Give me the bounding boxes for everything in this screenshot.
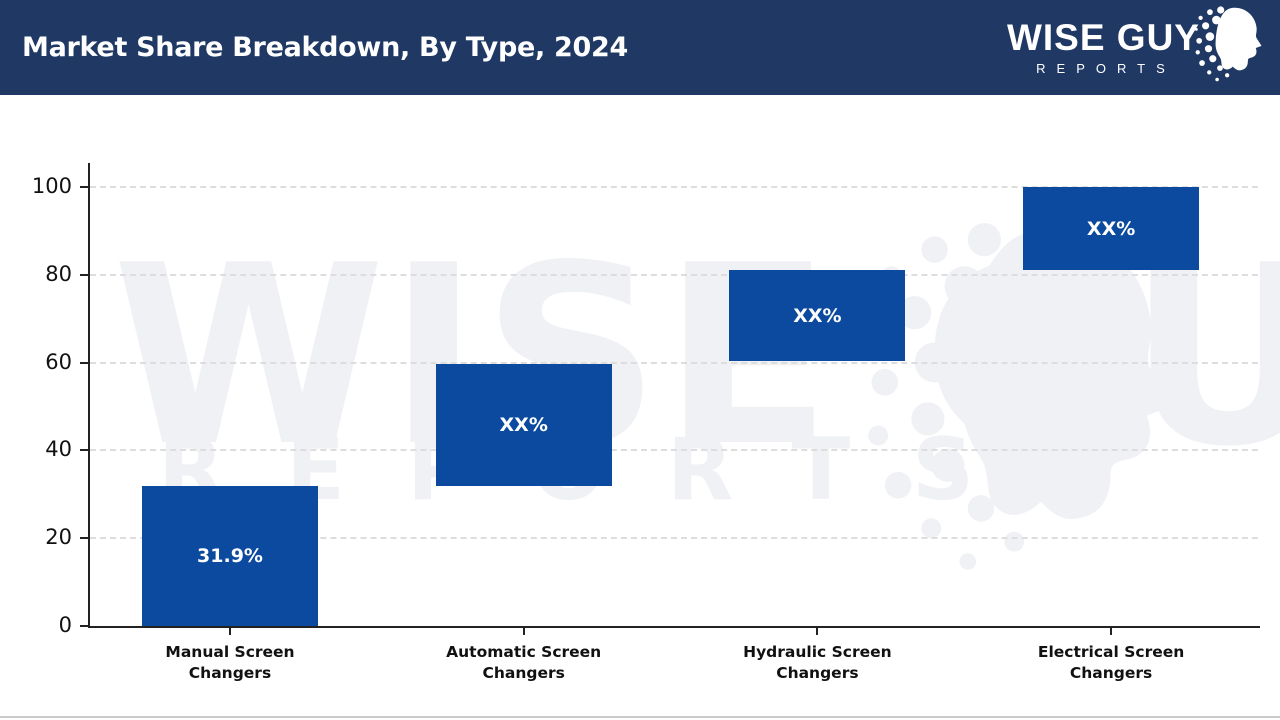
y-tick-mark [80, 273, 89, 276]
x-axis-label: Hydraulic Screen Changers [743, 643, 892, 682]
chart-area: WISE GUY REPORTS 02040608010031.9%Manual… [0, 95, 1280, 720]
bar-value-label: 31.9% [197, 544, 263, 567]
y-tick-label: 60 [45, 349, 72, 374]
x-tick-mark [522, 626, 525, 635]
bar-segment: XX% [729, 270, 906, 361]
x-tick-mark [816, 626, 819, 635]
bottom-border [0, 716, 1280, 718]
x-tick-mark [229, 626, 231, 635]
y-tick-label: 100 [31, 174, 72, 198]
y-tick-mark [80, 449, 89, 452]
logo-text: WISE GUY REPORTS [1007, 19, 1200, 76]
logo-wordmark: WISE GUY [1006, 17, 1200, 58]
y-tick-label: 40 [45, 437, 72, 462]
page-title: Market Share Breakdown, By Type, 2024 [22, 32, 628, 63]
x-axis-label: Electrical Screen Changers [1037, 643, 1185, 682]
gridline [90, 361, 1258, 364]
header-bar: Market Share Breakdown, By Type, 2024 WI… [0, 0, 1280, 95]
y-tick-mark [80, 186, 89, 188]
x-axis-label: Manual Screen Changers [165, 643, 295, 682]
y-tick-mark [80, 361, 89, 364]
y-tick-mark [80, 625, 89, 627]
bar-segment: 31.9% [142, 485, 318, 626]
logo-tagline: REPORTS [1036, 61, 1176, 76]
gridline [90, 186, 1258, 188]
x-axis-line [88, 626, 1260, 628]
y-tick-label: 80 [45, 261, 72, 286]
gridline [90, 449, 1258, 452]
gridline [90, 537, 1258, 540]
y-tick-mark [80, 537, 89, 540]
x-axis-label: Automatic Screen Changers [446, 643, 602, 682]
bar-segment: XX% [435, 363, 612, 486]
bar-segment: XX% [1023, 187, 1200, 271]
bar-value-label: XX% [1086, 217, 1136, 240]
bar-value-label: XX% [793, 304, 842, 327]
y-axis-line [88, 163, 90, 628]
y-tick-label: 0 [58, 613, 72, 637]
bar-value-label: XX% [499, 413, 548, 436]
y-tick-label: 20 [45, 525, 72, 550]
x-tick-mark [1110, 626, 1113, 635]
wise-guy-logo: WISE GUY REPORTS [1007, 5, 1272, 91]
face-profile-icon [1194, 5, 1262, 81]
gridline [90, 273, 1258, 276]
